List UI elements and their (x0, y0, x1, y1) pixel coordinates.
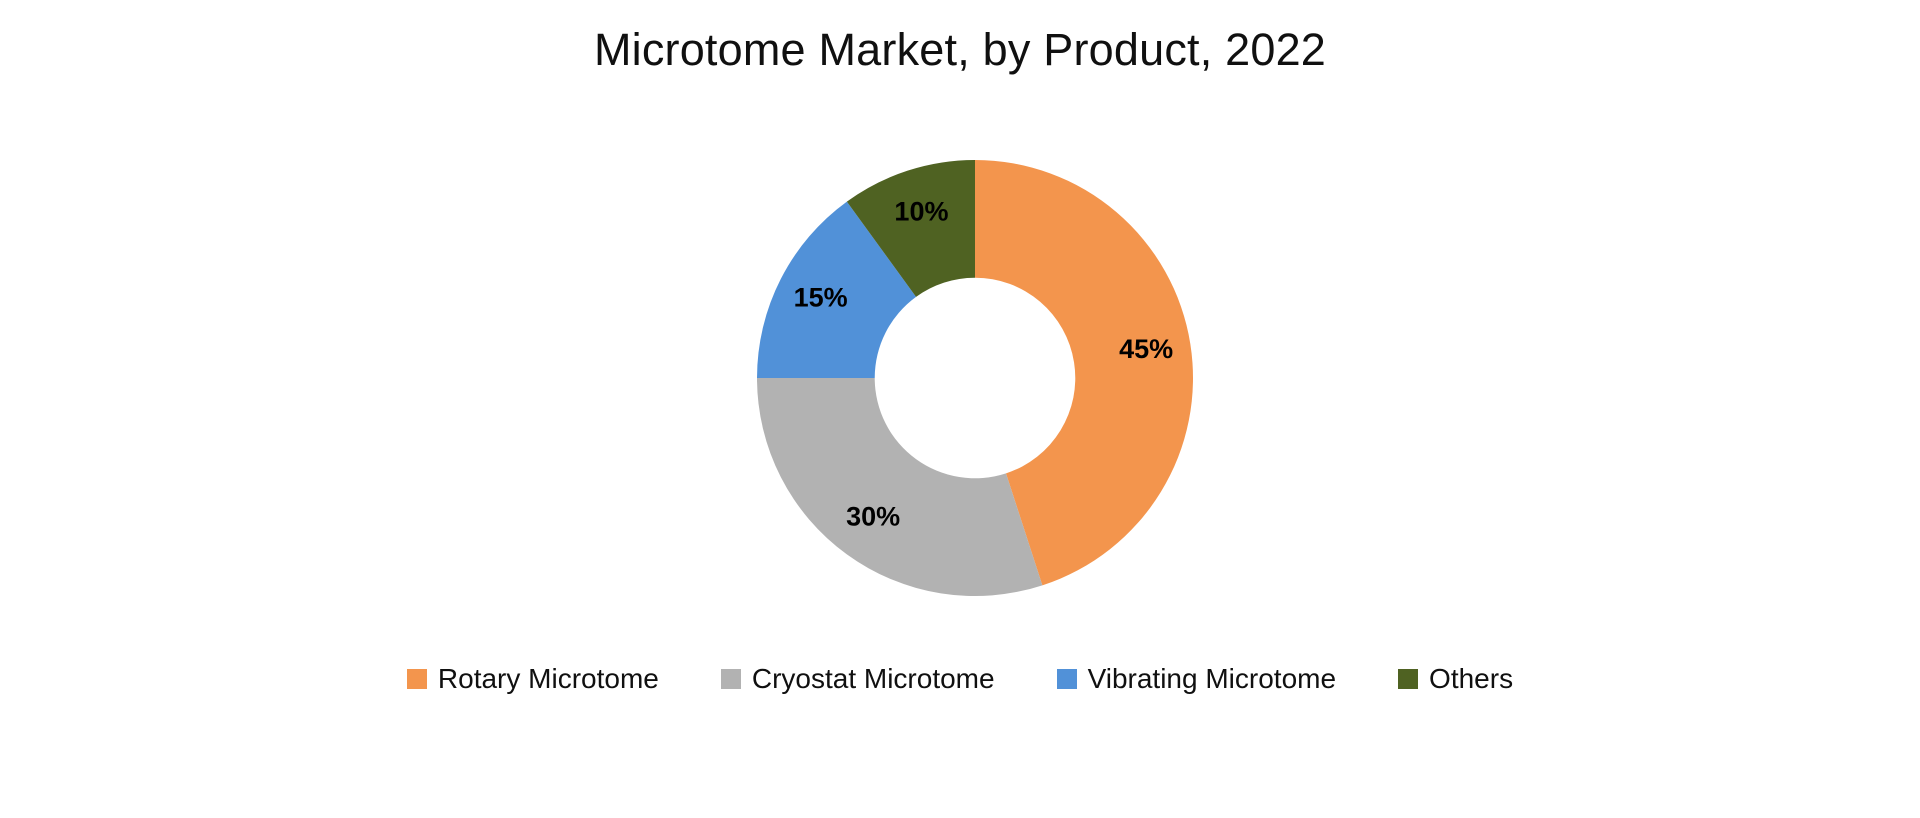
donut-label-group: 45% 30% 15% 10% (794, 196, 1174, 531)
donut-slice-group (757, 160, 1193, 596)
legend-item-label: Others (1429, 663, 1514, 694)
square-swatch-icon (1398, 669, 1419, 689)
slice-value-label: 15% (794, 282, 848, 312)
slice-value-label: 10% (894, 196, 948, 226)
legend-item-label: Cryostat Microtome (751, 663, 995, 694)
legend-item-label: Vibrating Microtome (1087, 663, 1337, 694)
donut-chart: 45% 30% 15% 10% (745, 148, 1205, 608)
chart-legend: Rotary Microtome Cryostat Microtome Vibrat… (0, 662, 1920, 696)
donut-chart-svg: 45% 30% 15% 10% (757, 160, 1193, 596)
square-swatch-icon (1056, 669, 1077, 689)
donut-slice[interactable] (757, 378, 1043, 596)
donut-slice[interactable] (846, 160, 975, 297)
slice-value-label: 45% (1119, 334, 1173, 364)
legend-item[interactable]: Cryostat Microtome (720, 662, 995, 696)
square-swatch-icon (720, 669, 741, 689)
legend-item[interactable]: Vibrating Microtome (1056, 662, 1337, 696)
legend-item[interactable]: Others (1398, 662, 1513, 696)
donut-slice[interactable] (757, 201, 917, 378)
square-swatch-icon (406, 669, 427, 689)
slice-value-label: 30% (846, 501, 900, 531)
donut-slice[interactable] (975, 160, 1193, 586)
legend-item[interactable]: Rotary Microtome (406, 662, 659, 696)
chart-title: Microtome Market, by Product, 2022 (593, 24, 1327, 75)
legend-item-label: Rotary Microtome (437, 663, 659, 694)
